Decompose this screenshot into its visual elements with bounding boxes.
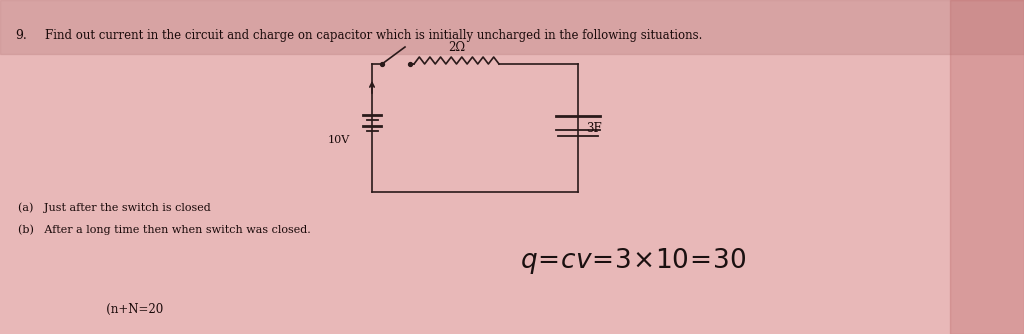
Text: (n+N=20: (n+N=20 (80, 303, 163, 316)
Text: (a)   Just after the switch is closed: (a) Just after the switch is closed (18, 202, 211, 212)
Text: $q\!=\!cv\!=\!3\!\times\!10\!=\!30$: $q\!=\!cv\!=\!3\!\times\!10\!=\!30$ (520, 246, 746, 276)
Text: 3F: 3F (586, 122, 602, 135)
Bar (950, 0, 1024, 334)
Text: Find out current in the circuit and charge on capacitor which is initially uncha: Find out current in the circuit and char… (45, 29, 702, 42)
Text: 9.: 9. (15, 29, 27, 42)
Text: (b)   After a long time then when switch was closed.: (b) After a long time then when switch w… (18, 224, 310, 234)
Bar (0, 0, 1024, 54)
Text: 2Ω: 2Ω (447, 41, 465, 54)
Text: 10V: 10V (328, 135, 350, 145)
